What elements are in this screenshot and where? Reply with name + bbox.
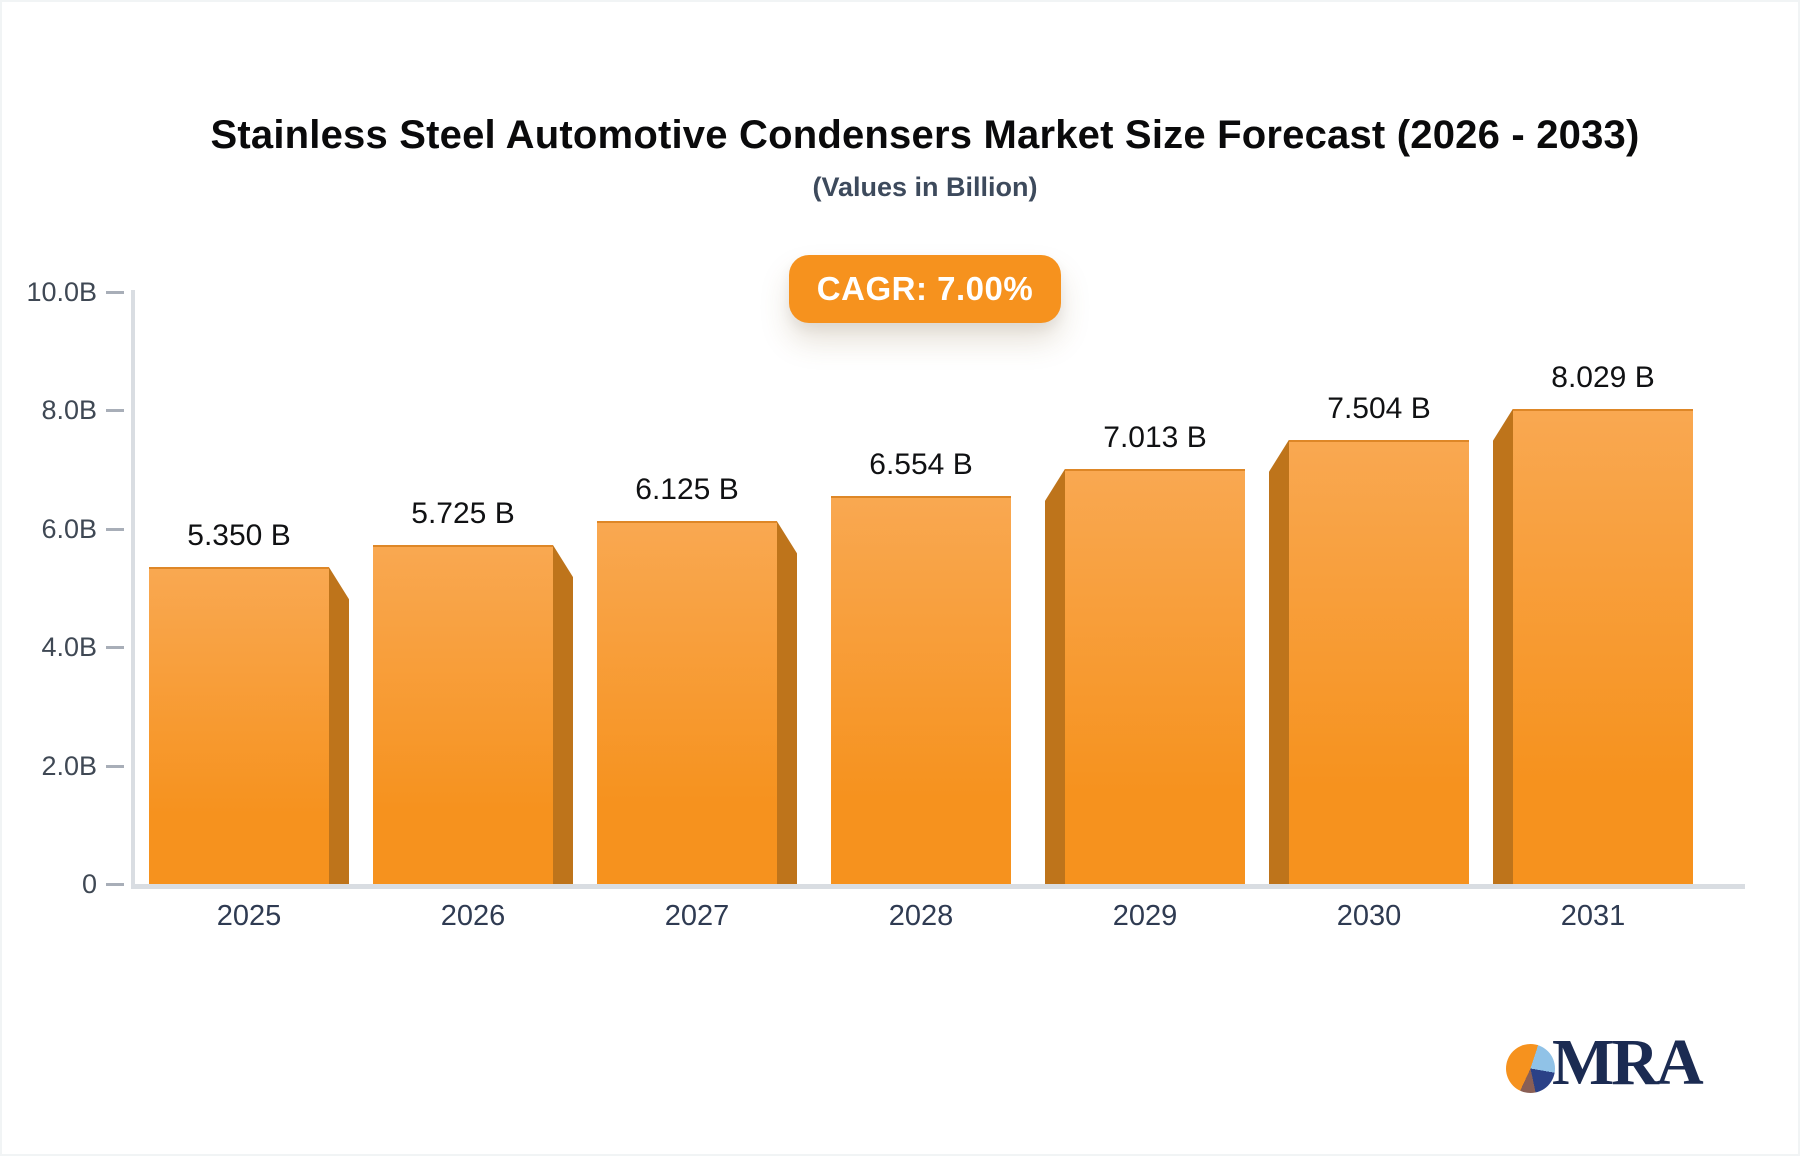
chart-title: Stainless Steel Automotive Condensers Ma…: [210, 113, 1640, 157]
bar-group-2027: 6.125 B 2027: [597, 0, 797, 1156]
y-tick-label: 6.0B: [41, 513, 97, 544]
bar-value-label: 7.013 B: [1103, 420, 1207, 454]
bar-side-3d: [1269, 439, 1289, 884]
bar-face: [1289, 439, 1469, 884]
chart-subtitle: (Values in Billion): [812, 172, 1038, 202]
bar-side-3d: [1045, 468, 1065, 884]
bar-value-label: 5.350 B: [187, 519, 291, 553]
bar-side-3d: [777, 521, 797, 884]
bar-value-label: 6.125 B: [635, 473, 739, 507]
x-axis-line: [131, 884, 1745, 889]
bar-value-label: 8.029 B: [1551, 360, 1655, 394]
bar-face: [831, 496, 1011, 884]
bar-side-3d: [553, 545, 573, 884]
bar-value-label: 7.504 B: [1327, 391, 1431, 425]
bar-face: [1513, 408, 1693, 884]
category-label: 2030: [1336, 900, 1402, 932]
y-tick-label: 0: [81, 869, 97, 899]
bar-face: [373, 545, 553, 884]
cagr-badge-label: CAGR: 7.00%: [816, 270, 1034, 307]
category-label: 2026: [440, 900, 506, 932]
bar-group-2029: 7.013 B 2029: [1045, 0, 1245, 1156]
brand-logo: MRA: [1506, 1028, 1706, 1108]
bar-side-3d: [1493, 408, 1513, 884]
bar-value-label: 5.725 B: [411, 497, 515, 531]
bar-group-2026: 5.725 B 2026: [373, 0, 573, 1156]
category-label: 2029: [1112, 900, 1178, 932]
bar-face: [1065, 468, 1245, 884]
y-tick-label: 8.0B: [41, 395, 97, 426]
category-label: 2031: [1560, 900, 1626, 932]
bar-group-2028: 6.554 B 2028: [821, 0, 1021, 1156]
y-tick-dash: [106, 646, 124, 650]
category-label: 2025: [216, 900, 282, 932]
bar-group-2031: 8.029 B 2031: [1493, 0, 1693, 1156]
pie-chart-logo-icon: [1506, 1044, 1555, 1093]
bar-group-2030: 7.504 B 2030: [1269, 0, 1469, 1156]
y-tick-dash: [106, 764, 124, 768]
category-label: 2028: [888, 900, 954, 932]
cagr-badge: CAGR: 7.00%: [789, 255, 1061, 323]
y-tick-label: 4.0B: [41, 632, 97, 663]
bar-group-2025: 5.350 B 2025: [149, 0, 349, 1156]
bar-value-label: 6.554 B: [869, 448, 973, 481]
y-axis-line: [131, 290, 135, 889]
y-tick-label: 2.0B: [41, 750, 97, 781]
category-label: 2027: [664, 900, 730, 932]
bar-face: [149, 567, 329, 884]
brand-logo-text: MRA: [1552, 1026, 1704, 1099]
y-tick-dash: [106, 291, 124, 294]
bar-face: [597, 521, 777, 884]
y-tick-label: 10.0B: [26, 277, 97, 307]
y-tick-dash: [106, 409, 124, 413]
bar-side-3d: [329, 567, 349, 884]
y-tick-dash: [106, 527, 124, 531]
y-tick-dash: [106, 883, 124, 886]
